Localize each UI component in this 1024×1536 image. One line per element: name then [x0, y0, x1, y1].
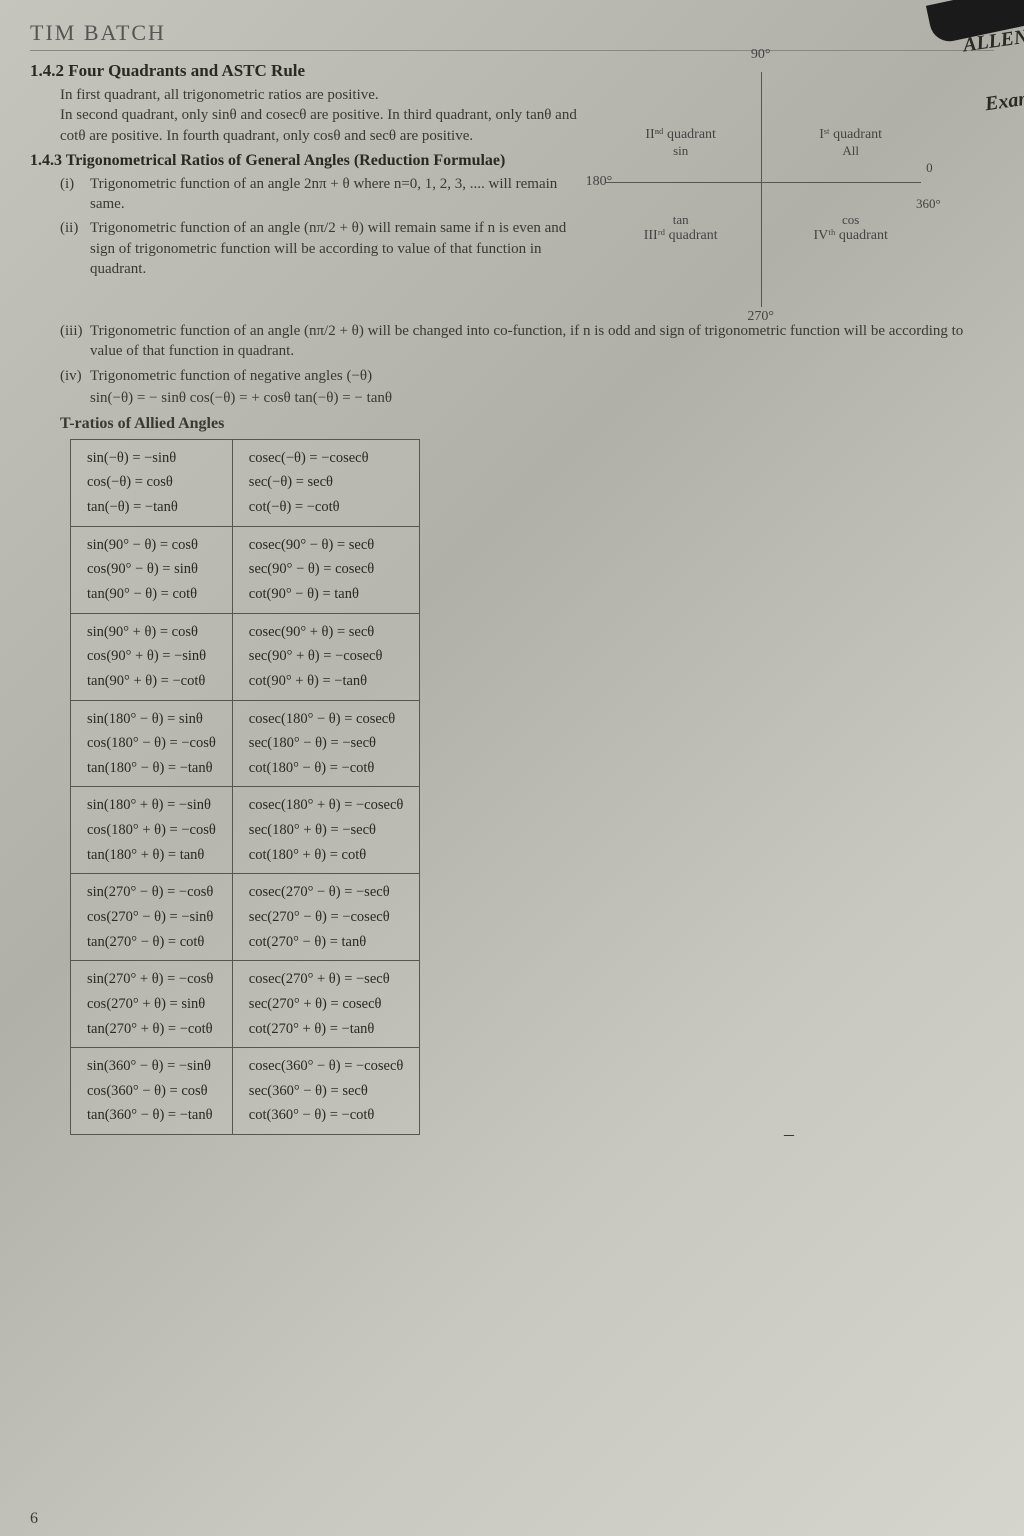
table-cell: cosec(−θ) = −cosecθsec(−θ) = secθcot(−θ)… [232, 439, 420, 526]
table-cell: cosec(270° + θ) = −secθsec(270° + θ) = c… [232, 961, 420, 1048]
table-title: T-ratios of Allied Angles [60, 415, 994, 433]
table-cell: sin(270° + θ) = −cosθcos(270° + θ) = sin… [71, 961, 233, 1048]
q2-name: IIⁿᵈ quadrant [645, 127, 716, 142]
item-iii: (iii) Trigonometric function of an angle… [60, 321, 994, 362]
content-i: Trigonometric function of an angle 2nπ +… [90, 174, 581, 215]
s142-p1: In first quadrant, all trigonometric rat… [60, 85, 581, 105]
table-row: sin(−θ) = −sinθcos(−θ) = cosθtan(−θ) = −… [71, 439, 420, 526]
table-cell: sin(90° + θ) = cosθcos(90° + θ) = −sinθt… [71, 613, 233, 700]
t-ratio-table: sin(−θ) = −sinθcos(−θ) = cosθtan(−θ) = −… [70, 439, 420, 1135]
quadrant-3: tan IIIʳᵈ quadrant [621, 212, 741, 244]
table-cell: cosec(90° − θ) = secθsec(90° − θ) = cose… [232, 526, 420, 613]
content-ii: Trigonometric function of an angle (nπ/2… [90, 218, 581, 279]
table-cell: cosec(180° + θ) = −cosecθsec(180° + θ) =… [232, 787, 420, 874]
q4-name: IVᵗʰ quadrant [813, 228, 887, 243]
q4-func: cos [791, 212, 911, 228]
page: ALLEN Exam TIM BATCH 1.4.2 Four Quadrant… [0, 0, 1024, 1536]
quadrant-1: Iˢᵗ quadrant All [791, 127, 911, 159]
table-row: sin(360° − θ) = −sinθcos(360° − θ) = cos… [71, 1048, 420, 1135]
item-i: (i) Trigonometric function of an angle 2… [60, 174, 581, 215]
section-143-title: 1.4.3 Trigonometrical Ratios of General … [30, 152, 581, 170]
label-270: 270° [747, 309, 774, 325]
quadrant-diagram: 90° 180° 270° 0 360° IIⁿᵈ quadrant sin I… [601, 47, 921, 317]
table-body: sin(−θ) = −sinθcos(−θ) = cosθtan(−θ) = −… [71, 439, 420, 1134]
marker-iv: (iv) [60, 366, 90, 386]
stray-dash: – [784, 1123, 794, 1146]
table-cell: sin(180° − θ) = sinθcos(180° − θ) = −cos… [71, 700, 233, 787]
right-column: 90° 180° 270° 0 360° IIⁿᵈ quadrant sin I… [601, 57, 994, 317]
table-cell: sin(180° + θ) = −sinθcos(180° + θ) = −co… [71, 787, 233, 874]
table-cell: cosec(180° − θ) = cosecθsec(180° − θ) = … [232, 700, 420, 787]
left-column: 1.4.2 Four Quadrants and ASTC Rule In fi… [30, 57, 581, 317]
table-cell: sin(−θ) = −sinθcos(−θ) = cosθtan(−θ) = −… [71, 439, 233, 526]
table-cell: cosec(360° − θ) = −cosecθsec(360° − θ) =… [232, 1048, 420, 1135]
q1-name: Iˢᵗ quadrant [819, 127, 882, 142]
table-row: sin(180° + θ) = −sinθcos(180° + θ) = −co… [71, 787, 420, 874]
marker-ii: (ii) [60, 218, 90, 279]
quadrant-4: cos IVᵗʰ quadrant [791, 212, 911, 244]
table-row: sin(270° + θ) = −cosθcos(270° + θ) = sin… [71, 961, 420, 1048]
label-180: 180° [586, 174, 613, 190]
table-row: sin(90° − θ) = cosθcos(90° − θ) = sinθta… [71, 526, 420, 613]
item-ii: (ii) Trigonometric function of an angle … [60, 218, 581, 279]
s142-p2: In second quadrant, only sinθ and cosecθ… [60, 105, 581, 146]
table-row: sin(90° + θ) = cosθcos(90° + θ) = −sinθt… [71, 613, 420, 700]
quadrant-2: IIⁿᵈ quadrant sin [621, 127, 741, 159]
table-cell: sin(270° − θ) = −cosθcos(270° − θ) = −si… [71, 874, 233, 961]
top-section: 1.4.2 Four Quadrants and ASTC Rule In fi… [30, 57, 994, 317]
table-cell: sin(360° − θ) = −sinθcos(360° − θ) = cos… [71, 1048, 233, 1135]
q3-func: tan [621, 212, 741, 228]
label-0: 0 [926, 160, 933, 176]
marker-i: (i) [60, 174, 90, 215]
horizontal-axis [606, 182, 921, 183]
content-iii: Trigonometric function of an angle (nπ/2… [90, 321, 994, 362]
content-iv: Trigonometric function of negative angle… [90, 366, 994, 386]
iv-formulas: sin(−θ) = − sinθ cos(−θ) = + cosθ tan(−θ… [90, 390, 994, 407]
label-90: 90° [751, 47, 771, 63]
q1-func: All [791, 143, 911, 159]
table-cell: cosec(270° − θ) = −secθsec(270° − θ) = −… [232, 874, 420, 961]
table-row: sin(270° − θ) = −cosθcos(270° − θ) = −si… [71, 874, 420, 961]
section-142-title: 1.4.2 Four Quadrants and ASTC Rule [30, 61, 581, 81]
q3-name: IIIʳᵈ quadrant [644, 228, 718, 243]
item-iv: (iv) Trigonometric function of negative … [60, 366, 994, 386]
q2-func: sin [621, 143, 741, 159]
label-360: 360° [916, 196, 941, 212]
table-row: sin(180° − θ) = sinθcos(180° − θ) = −cos… [71, 700, 420, 787]
table-cell: sin(90° − θ) = cosθcos(90° − θ) = sinθta… [71, 526, 233, 613]
page-number: 6 [30, 1510, 38, 1528]
vertical-axis [761, 72, 762, 307]
table-cell: cosec(90° + θ) = secθsec(90° + θ) = −cos… [232, 613, 420, 700]
marker-iii: (iii) [60, 321, 90, 362]
